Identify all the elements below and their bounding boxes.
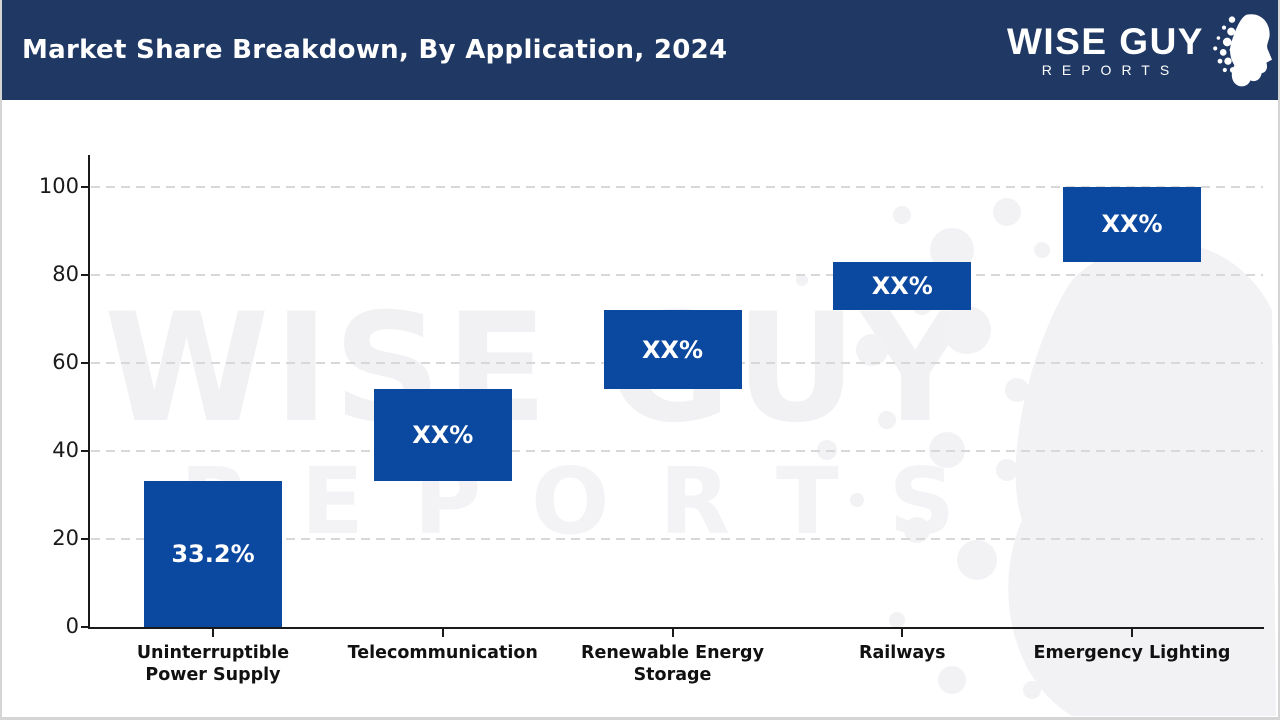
y-tickmark [81,626,89,628]
y-tickmark [81,538,89,540]
x-category-label: Railways [785,642,1019,664]
bar-1: 33.2% [144,480,282,627]
gridline [91,274,1263,276]
bar-2: XX% [373,389,512,481]
y-tick-label: 0 [65,614,79,638]
x-category-label: Emergency Lighting [1015,642,1249,664]
x-tickmark [671,629,674,637]
bar-value-label: XX% [871,271,933,300]
x-axis-line [88,627,1264,629]
header: Market Share Breakdown, By Application, … [2,0,1278,100]
gridline [91,186,1263,188]
bar-5: XX% [1063,187,1201,262]
y-tickmark [81,362,89,364]
x-tickmark [901,629,904,637]
x-tickmark [441,629,444,637]
y-tick-label: 20 [52,526,79,550]
bar-3: XX% [603,310,742,390]
bar-value-label: XX% [641,335,704,364]
x-category-label-line: Uninterruptible [136,643,290,663]
y-tickmark [81,186,89,188]
watermark-subtext: REPORTS [180,448,1006,555]
y-axis-line [88,155,90,629]
bar-value-label: 33.2% [171,539,255,568]
bar-4: XX% [833,261,972,311]
x-category-label-line: Power Supply [145,665,281,685]
x-tickmark [212,629,214,637]
logo-subtext: REPORTS [1041,61,1180,78]
y-tickmark [81,274,89,276]
y-tick-label: 60 [52,350,79,374]
x-category-label: Telecommunication [326,642,560,664]
x-category-label: Renewable Energy Storage [556,642,790,686]
x-category-label-line: Telecommunication [347,643,538,663]
watermark-wordmark: WISE GUY [104,282,974,456]
page-title: Market Share Breakdown, By Application, … [22,35,728,65]
x-category-label: Uninterruptible Power Supply [96,642,330,686]
x-category-label-line: Storage [633,665,712,685]
x-category-label-line: Emergency Lighting [1033,643,1231,663]
wise-guy-logo: WISE GUY REPORTS [1007,8,1272,92]
bar-value-label: XX% [412,421,474,450]
x-tickmark [1131,629,1133,637]
y-tick-label: 40 [52,438,79,462]
y-tickmark [81,450,89,452]
x-category-label-line: Railways [858,643,946,663]
x-category-label-line: Renewable Energy [581,643,764,663]
y-tick-label: 100 [38,174,79,198]
logo-wordmark: WISE GUY [1006,20,1204,62]
bar-value-label: XX% [1101,210,1163,239]
y-tick-label: 80 [52,262,79,286]
gridline [91,450,1263,452]
gridline [91,538,1263,540]
logo-face-icon [1213,14,1272,87]
